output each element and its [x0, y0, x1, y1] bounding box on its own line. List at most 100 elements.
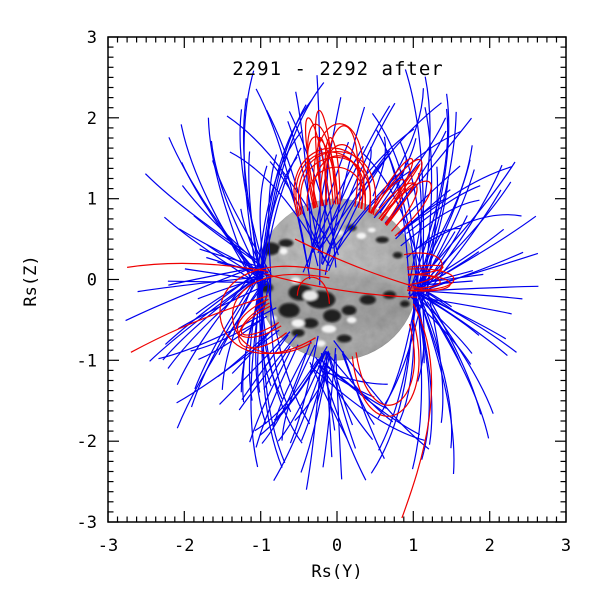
- open-field-lines-layer: [125, 69, 539, 490]
- closed-field-line: [238, 302, 288, 349]
- open-field-line: [217, 330, 272, 378]
- open-field-line: [363, 153, 427, 285]
- closed-field-line: [401, 303, 433, 519]
- x-tick-label: 2: [485, 536, 495, 556]
- open-field-line: [317, 105, 391, 254]
- open-field-line: [238, 333, 298, 411]
- closed-field-line: [369, 157, 414, 222]
- x-tick-label: -3: [98, 536, 118, 556]
- y-tick-label: 1: [87, 190, 97, 210]
- open-field-line: [379, 157, 407, 214]
- open-field-line: [226, 115, 333, 249]
- open-field-line: [417, 301, 433, 445]
- open-field-line: [425, 166, 439, 294]
- open-field-line: [260, 104, 307, 276]
- open-field-line: [333, 340, 430, 450]
- closed-field-line: [407, 273, 451, 292]
- closed-field-line: [407, 264, 444, 276]
- active-region-light: [303, 290, 318, 301]
- closed-field-line: [317, 137, 334, 206]
- open-field-line: [327, 352, 357, 449]
- open-field-line: [193, 215, 265, 269]
- closed-field-group-sw-limb-loops: [237, 298, 288, 349]
- closed-field-line: [237, 298, 282, 338]
- active-region-dark: [278, 239, 294, 248]
- closed-field-group-ne-loops: [369, 157, 432, 237]
- open-field-line: [391, 130, 447, 216]
- open-field-line: [266, 109, 319, 267]
- closed-field-line: [320, 144, 361, 208]
- open-field-line: [198, 318, 264, 360]
- open-field-line: [210, 140, 260, 275]
- open-field-line: [239, 109, 267, 277]
- plot-title: 2291 - 2292 after: [232, 58, 443, 80]
- closed-field-line: [351, 319, 420, 417]
- closed-field-line: [324, 137, 341, 206]
- closed-field-lines-layer: [127, 110, 455, 519]
- open-field-line: [255, 344, 299, 448]
- active-region-light: [367, 227, 376, 233]
- closed-field-line: [407, 268, 455, 291]
- open-field-line: [281, 344, 316, 441]
- open-field-group-left-fan: [125, 70, 325, 468]
- x-tick-label: -2: [174, 536, 194, 556]
- active-region-dark: [341, 305, 357, 316]
- y-tick-label: -2: [77, 432, 97, 452]
- open-field-line: [385, 149, 411, 298]
- open-field-line: [420, 290, 523, 300]
- open-field-line: [149, 276, 258, 362]
- open-field-line: [144, 173, 259, 262]
- open-field-line: [219, 331, 291, 405]
- open-field-line: [212, 160, 272, 274]
- open-field-line: [314, 356, 374, 440]
- open-field-line: [261, 340, 312, 444]
- open-field-line: [199, 248, 264, 269]
- open-field-line: [425, 292, 482, 415]
- open-field-line: [422, 297, 512, 315]
- open-field-line: [287, 121, 320, 252]
- open-field-line: [310, 365, 425, 441]
- active-region-dark: [400, 300, 410, 307]
- open-field-line: [158, 307, 277, 360]
- open-field-line: [125, 267, 253, 322]
- open-field-line: [411, 290, 507, 340]
- open-field-line: [288, 111, 339, 256]
- closed-field-line: [313, 123, 365, 209]
- x-axis-label: Rs(Y): [311, 562, 362, 582]
- closed-field-line: [403, 252, 443, 286]
- open-field-line: [417, 289, 425, 382]
- active-region-dark: [337, 334, 352, 343]
- active-region-light: [356, 232, 367, 239]
- open-field-line: [417, 214, 522, 249]
- x-tick-label: 3: [561, 536, 571, 556]
- open-field-group-right-fan: [363, 69, 539, 475]
- active-region-dark: [392, 252, 403, 259]
- open-field-line: [321, 150, 391, 265]
- closed-field-line: [306, 166, 366, 212]
- open-field-line: [406, 185, 481, 234]
- open-field-line: [395, 189, 451, 240]
- closed-field-line: [232, 273, 330, 355]
- closed-field-line: [294, 238, 423, 290]
- open-field-line: [256, 273, 283, 400]
- open-field-line: [327, 372, 388, 385]
- open-field-line: [190, 268, 265, 408]
- open-field-line: [269, 271, 292, 413]
- open-field-line: [164, 277, 251, 345]
- axis-ticks: [107, 36, 567, 523]
- open-field-line: [319, 358, 387, 409]
- open-field-line: [378, 138, 417, 209]
- open-field-line: [323, 363, 421, 436]
- open-field-line: [281, 172, 311, 280]
- open-field-line: [264, 265, 311, 425]
- active-region-dark: [291, 328, 305, 337]
- closed-field-line: [306, 123, 339, 209]
- open-field-line: [327, 350, 354, 426]
- open-field-line: [137, 276, 263, 293]
- open-field-line: [416, 173, 422, 286]
- open-field-line: [342, 350, 385, 459]
- y-tick-label: -3: [77, 513, 97, 533]
- open-field-line: [335, 354, 343, 480]
- open-field-line: [412, 291, 425, 364]
